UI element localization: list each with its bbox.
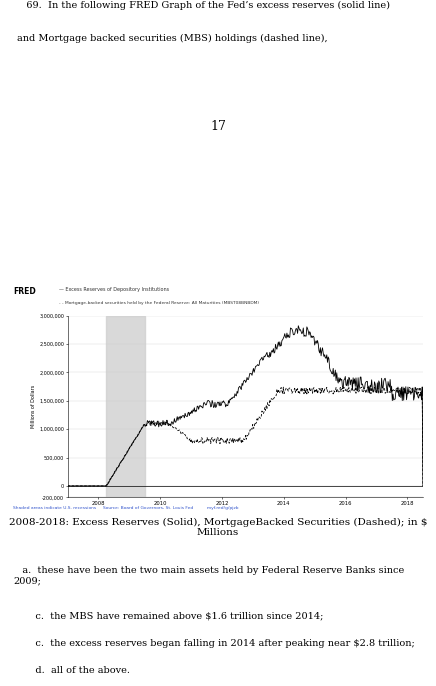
Text: - - Mortgage-backed securities held by the Federal Reserve: All Maturities (MBST: - - Mortgage-backed securities held by t… — [59, 301, 259, 305]
Y-axis label: Millions of Dollars: Millions of Dollars — [31, 385, 37, 428]
Text: d.  all of the above.: d. all of the above. — [26, 666, 130, 675]
Text: c.  the excess reserves began falling in 2014 after peaking near $2.8 trillion;: c. the excess reserves began falling in … — [26, 639, 415, 648]
Text: Shaded areas indicate U.S. recessions     Source: Board of Governors, St. Louis : Shaded areas indicate U.S. recessions So… — [13, 506, 238, 510]
Text: 17: 17 — [210, 121, 226, 133]
Bar — [106, 316, 145, 497]
Text: a.  these have been the two main assets held by Federal Reserve Banks since
2009: a. these have been the two main assets h… — [13, 566, 404, 586]
Text: and Mortgage backed securities (MBS) holdings (dashed line),: and Mortgage backed securities (MBS) hol… — [17, 34, 328, 43]
Text: 2008-2018: Excess Reserves (Solid), MortgageBacked Securities (Dashed); in $
Mil: 2008-2018: Excess Reserves (Solid), Mort… — [9, 518, 427, 537]
Text: — Excess Reserves of Depository Institutions: — Excess Reserves of Depository Institut… — [59, 287, 169, 292]
Text: 69.  In the following FRED Graph of the Fed’s excess reserves (solid line): 69. In the following FRED Graph of the F… — [17, 1, 391, 10]
Text: c.  the MBS have remained above $1.6 trillion since 2014;: c. the MBS have remained above $1.6 tril… — [26, 612, 324, 621]
Text: FRED: FRED — [13, 287, 36, 296]
